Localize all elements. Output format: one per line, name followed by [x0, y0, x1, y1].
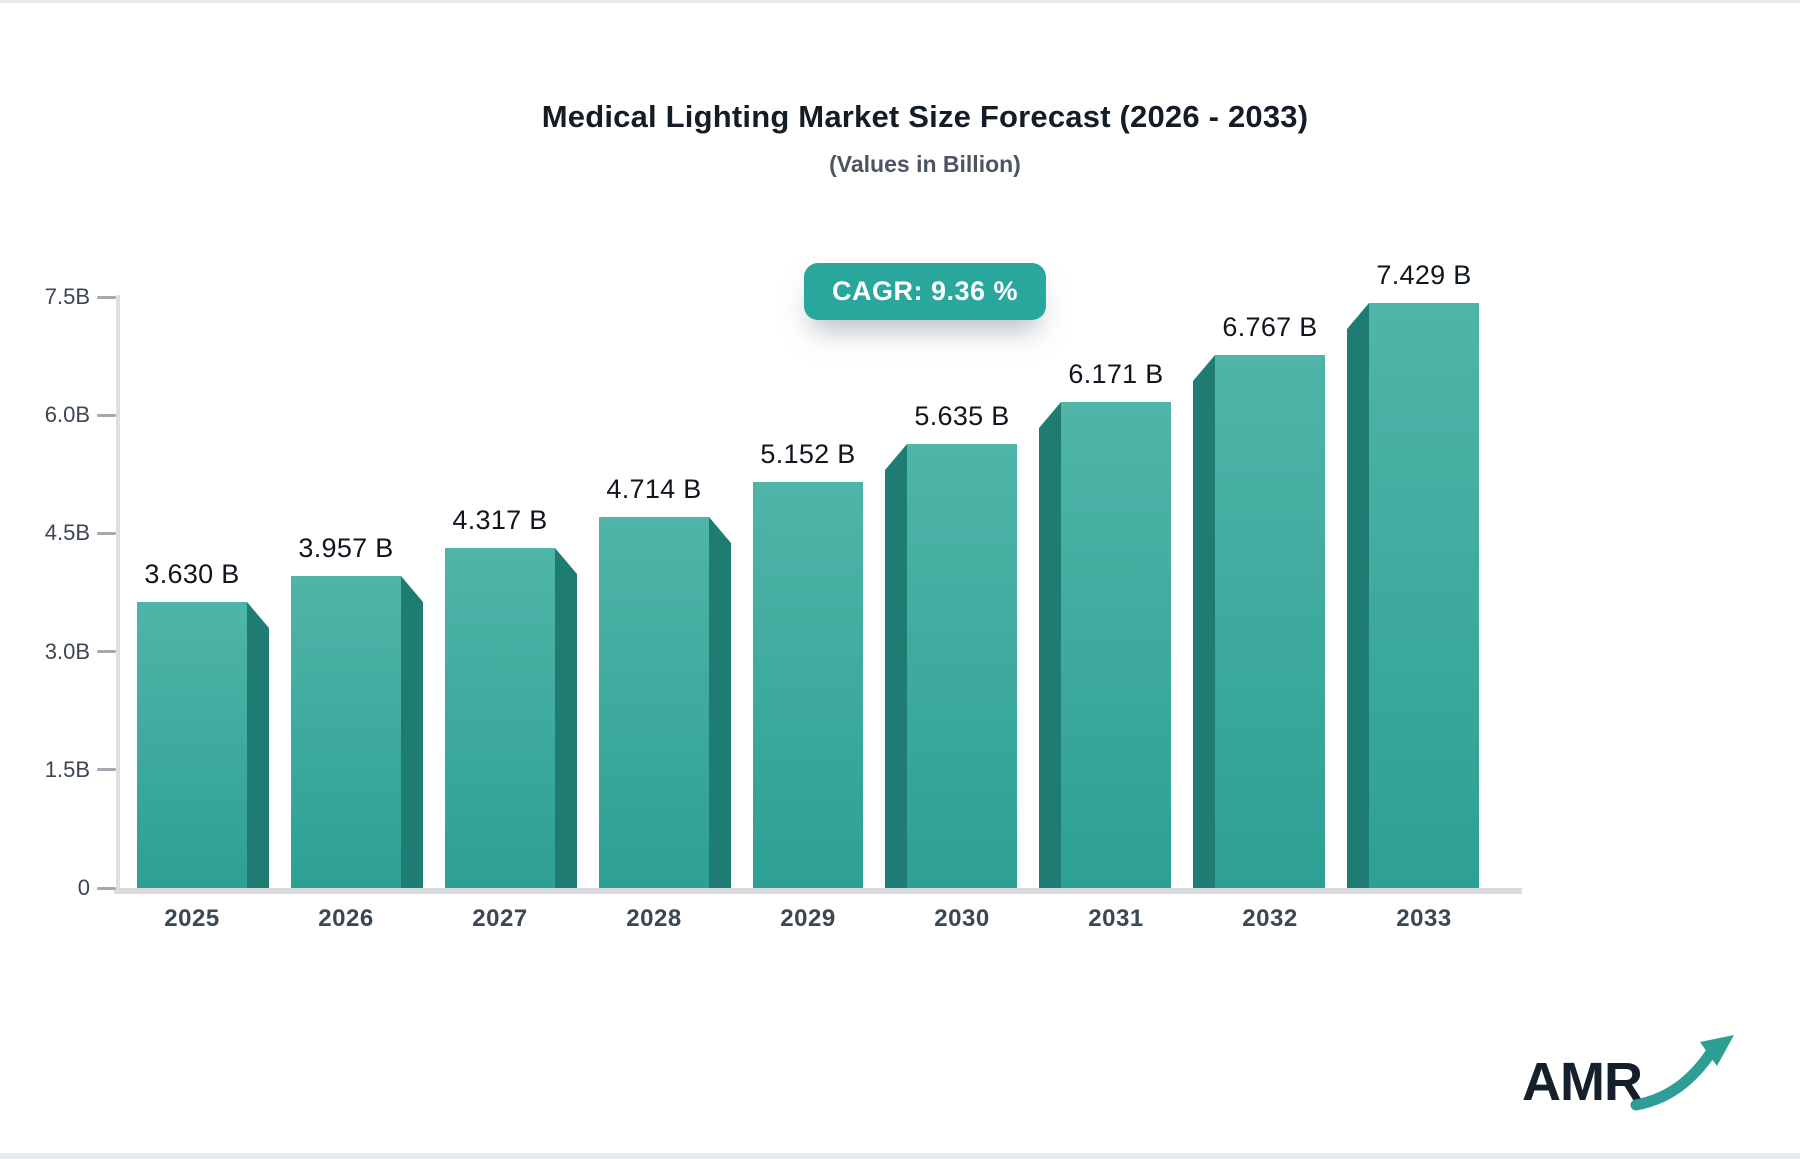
bar-chart-plot: 7.5B 6.0B 4.5B 3.0B 1.5B 0 3.630 B 2025 3.957 B 2… — [0, 3, 1800, 1159]
bar-group-2029 — [753, 482, 863, 888]
y-tick-dash — [97, 413, 116, 417]
chart-title: Medical Lighting Market Size Forecast (2… — [541, 99, 1309, 134]
y-tick-label: 6.0B — [44, 402, 90, 428]
chart-card: Medical Lighting Market Size Forecast (2… — [0, 3, 1800, 1153]
bar-value-label: 6.767 B — [1222, 312, 1318, 342]
bar-front-face — [137, 602, 247, 888]
bar-front-face — [1215, 355, 1325, 888]
bar-front-face — [907, 444, 1017, 888]
bar-value-label: 6.171 B — [1068, 359, 1164, 389]
x-axis-label: 2029 — [780, 905, 836, 932]
bar-value-label: 4.714 B — [606, 474, 702, 504]
bar-side-face — [247, 602, 269, 888]
y-tick-dash — [97, 768, 116, 772]
bar-group-2033 — [1347, 303, 1479, 888]
bar-side-face — [1039, 402, 1061, 888]
amr-logo: AMR — [1522, 1025, 1742, 1112]
x-axis-label: 2028 — [626, 905, 682, 932]
y-tick-label: 4.5B — [44, 520, 90, 546]
bar-side-face — [555, 548, 577, 888]
bar-value-label: 3.630 B — [144, 559, 240, 589]
y-tick-dash — [97, 531, 116, 535]
bar-value-label: 3.957 B — [298, 533, 394, 563]
y-tick-label: 3.0B — [44, 638, 90, 664]
y-axis-line — [116, 295, 120, 892]
bar-value-label: 5.635 B — [914, 401, 1010, 431]
growth-arrow-icon — [1630, 1035, 1734, 1111]
bar-front-face — [291, 576, 401, 888]
bar-side-face — [401, 576, 423, 888]
bar-side-face — [885, 444, 907, 888]
bar-value-label: 5.152 B — [760, 439, 856, 469]
bar-side-face — [1347, 303, 1369, 888]
x-axis-label: 2031 — [1088, 905, 1144, 932]
y-tick-dash — [97, 650, 116, 654]
bar-group-2025 — [137, 602, 269, 888]
bar-group-2028 — [599, 517, 731, 888]
x-axis-label: 2025 — [164, 905, 220, 932]
bar-side-face — [709, 517, 731, 888]
bar-front-face — [445, 548, 555, 888]
bar-group-2031 — [1039, 402, 1171, 888]
y-tick-label: 7.5B — [44, 284, 90, 309]
y-tick-dash — [97, 886, 116, 890]
x-axis-label: 2027 — [472, 905, 528, 932]
x-axis-label: 2030 — [934, 905, 990, 932]
bar-group-2030 — [885, 444, 1017, 888]
chart-subtitle: (Values in Billion) — [829, 151, 1021, 177]
bar-front-face — [1369, 303, 1479, 888]
amr-logo-text: AMR — [1522, 1052, 1643, 1112]
bar-value-label: 7.429 B — [1376, 260, 1472, 290]
cagr-badge: CAGR: 9.36 % — [803, 263, 1047, 320]
y-tick-label: 1.5B — [44, 756, 90, 782]
bar-front-face — [753, 482, 863, 888]
bar-group-2026 — [291, 576, 423, 888]
bar-value-label: 4.317 B — [452, 505, 548, 535]
y-tick-label: 0 — [77, 875, 90, 900]
bar-group-2032 — [1193, 355, 1325, 888]
bar-group-2027 — [445, 548, 577, 888]
x-axis-label: 2026 — [318, 905, 374, 932]
x-axis-label: 2033 — [1396, 905, 1452, 932]
x-axis-line — [114, 888, 1522, 894]
bar-side-face — [1193, 355, 1215, 888]
y-tick-dash — [97, 295, 116, 299]
x-axis-label: 2032 — [1242, 905, 1298, 932]
bar-front-face — [599, 517, 709, 888]
bar-front-face — [1061, 402, 1171, 888]
